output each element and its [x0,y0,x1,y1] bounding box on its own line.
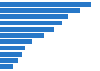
Bar [0,14,68,19]
Bar [0,2,91,7]
Bar [0,64,13,69]
Bar [0,8,80,13]
Bar [0,39,32,44]
Bar [0,21,62,25]
Bar [0,52,22,57]
Bar [0,46,25,50]
Bar [0,27,54,32]
Bar [0,58,18,63]
Bar [0,33,44,38]
